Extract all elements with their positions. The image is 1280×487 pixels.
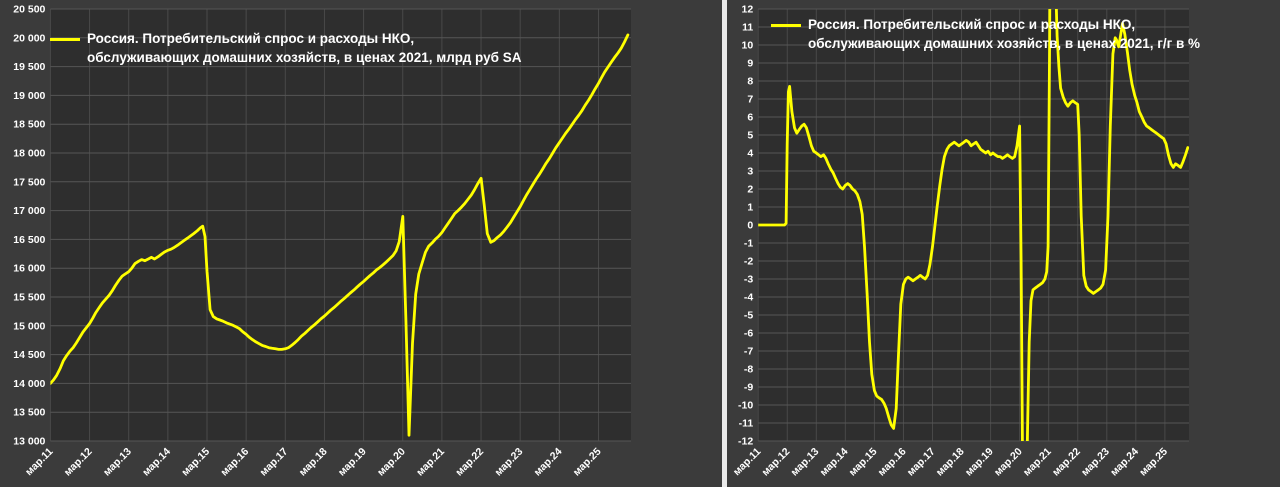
y-tick-label: 19 000 bbox=[13, 90, 45, 102]
yoy-chart: 1211109876543210-1-2-3-4-5-6-7-8-9-10-11… bbox=[731, 4, 1189, 479]
x-tick-label: мар.19 bbox=[336, 446, 369, 479]
x-tick-label: мар.11 bbox=[731, 446, 764, 479]
y-tick-label: 13 500 bbox=[13, 407, 45, 419]
x-tick-label: мар.17 bbox=[258, 446, 291, 479]
series-line bbox=[758, 9, 1189, 441]
x-tick-label: мар.18 bbox=[297, 446, 330, 479]
y-tick-label: 3 bbox=[747, 166, 753, 178]
y-tick-label: 14 500 bbox=[13, 349, 45, 361]
y-tick-label: 15 500 bbox=[13, 292, 45, 304]
y-tick-label: 6 bbox=[747, 112, 753, 124]
x-tick-label: мар.25 bbox=[1137, 446, 1170, 479]
y-tick-label: 8 bbox=[747, 76, 753, 88]
x-tick-label: мар.12 bbox=[760, 446, 793, 479]
y-tick-label: 15 000 bbox=[13, 320, 45, 332]
x-tick-label: мар.16 bbox=[218, 446, 251, 479]
x-tick-label: мар.15 bbox=[847, 446, 880, 479]
y-tick-label: -3 bbox=[744, 274, 753, 286]
y-tick-label: 10 bbox=[742, 40, 754, 52]
x-tick-label: мар.16 bbox=[876, 446, 909, 479]
x-tick-label: мар.25 bbox=[571, 446, 604, 479]
y-tick-label: 19 500 bbox=[13, 61, 45, 73]
y-tick-label: -8 bbox=[744, 364, 753, 376]
y-tick-label: 9 bbox=[747, 58, 753, 70]
y-tick-label: 17 500 bbox=[13, 176, 45, 188]
x-tick-label: мар.13 bbox=[789, 446, 822, 479]
panel-divider bbox=[722, 0, 727, 487]
y-tick-label: 18 500 bbox=[13, 119, 45, 131]
chart-panel-yoy: 12 11 10 9 8 7 6 5 4 3 2 1 0 -1 -2 -3 -4 -5 -6 -7 -8 -9 -10 -11… bbox=[727, 0, 1280, 487]
y-tick-label: 14 000 bbox=[13, 378, 45, 390]
y-tick-label: 7 bbox=[747, 94, 753, 106]
x-tick-label: мар.17 bbox=[905, 446, 938, 479]
x-tick-label: мар.14 bbox=[140, 446, 173, 479]
y-tick-label: 4 bbox=[747, 148, 753, 160]
y-tick-label: -12 bbox=[738, 436, 753, 448]
y-tick-label: -7 bbox=[744, 346, 753, 358]
y-tick-label: 11 bbox=[742, 22, 753, 34]
x-tick-label: мар.21 bbox=[414, 446, 447, 479]
x-tick-label: мар.12 bbox=[62, 446, 95, 479]
y-tick-label: -10 bbox=[738, 400, 753, 412]
x-tick-label: мар.24 bbox=[1108, 446, 1141, 479]
y-tick-label: -4 bbox=[744, 292, 753, 304]
y-tick-label: 20 500 bbox=[13, 4, 45, 16]
x-tick-label: мар.13 bbox=[101, 446, 134, 479]
y-tick-label: 1 bbox=[747, 202, 753, 214]
y-tick-label: -5 bbox=[744, 310, 753, 322]
x-tick-label: мар.18 bbox=[934, 446, 967, 479]
y-tick-label: 17 000 bbox=[13, 205, 45, 217]
y-tick-label: 18 000 bbox=[13, 148, 45, 160]
plot-area bbox=[50, 9, 631, 441]
x-tick-label: мар.22 bbox=[1050, 446, 1083, 479]
y-tick-label: 5 bbox=[747, 130, 753, 142]
y-tick-label: 16 500 bbox=[13, 234, 45, 246]
y-tick-label: 12 bbox=[742, 4, 754, 16]
x-tick-label: мар.20 bbox=[375, 446, 408, 479]
x-tick-label: мар.20 bbox=[992, 446, 1025, 479]
x-tick-label: мар.24 bbox=[532, 446, 565, 479]
y-tick-label: 13 000 bbox=[13, 436, 45, 448]
chart-panel-level: 20 500 20 000 19 500 19 000 18 500 18 000 17 5… bbox=[13, 3, 631, 479]
y-tick-label: -9 bbox=[744, 382, 753, 394]
x-tick-label: мар.14 bbox=[818, 446, 851, 479]
x-tick-label: мар.11 bbox=[23, 446, 56, 479]
y-tick-label: 20 000 bbox=[13, 32, 45, 44]
y-tick-label: 16 000 bbox=[13, 263, 45, 275]
x-tick-label: мар.23 bbox=[1079, 446, 1112, 479]
y-tick-label: 2 bbox=[747, 184, 753, 196]
x-tick-label: мар.19 bbox=[963, 446, 996, 479]
y-tick-label: 0 bbox=[747, 220, 753, 232]
x-tick-label: мар.22 bbox=[453, 446, 486, 479]
y-tick-label: -6 bbox=[744, 328, 753, 340]
y-tick-label: -11 bbox=[739, 418, 754, 430]
y-tick-label: -2 bbox=[744, 256, 753, 268]
x-tick-label: мар.21 bbox=[1021, 446, 1054, 479]
x-tick-label: мар.15 bbox=[179, 446, 212, 479]
y-tick-label: -1 bbox=[744, 238, 753, 250]
series-line bbox=[50, 33, 630, 437]
level-chart: 20 500 20 000 19 500 19 000 18 500 18 000 17 5… bbox=[13, 4, 631, 479]
x-tick-label: мар.23 bbox=[492, 446, 525, 479]
